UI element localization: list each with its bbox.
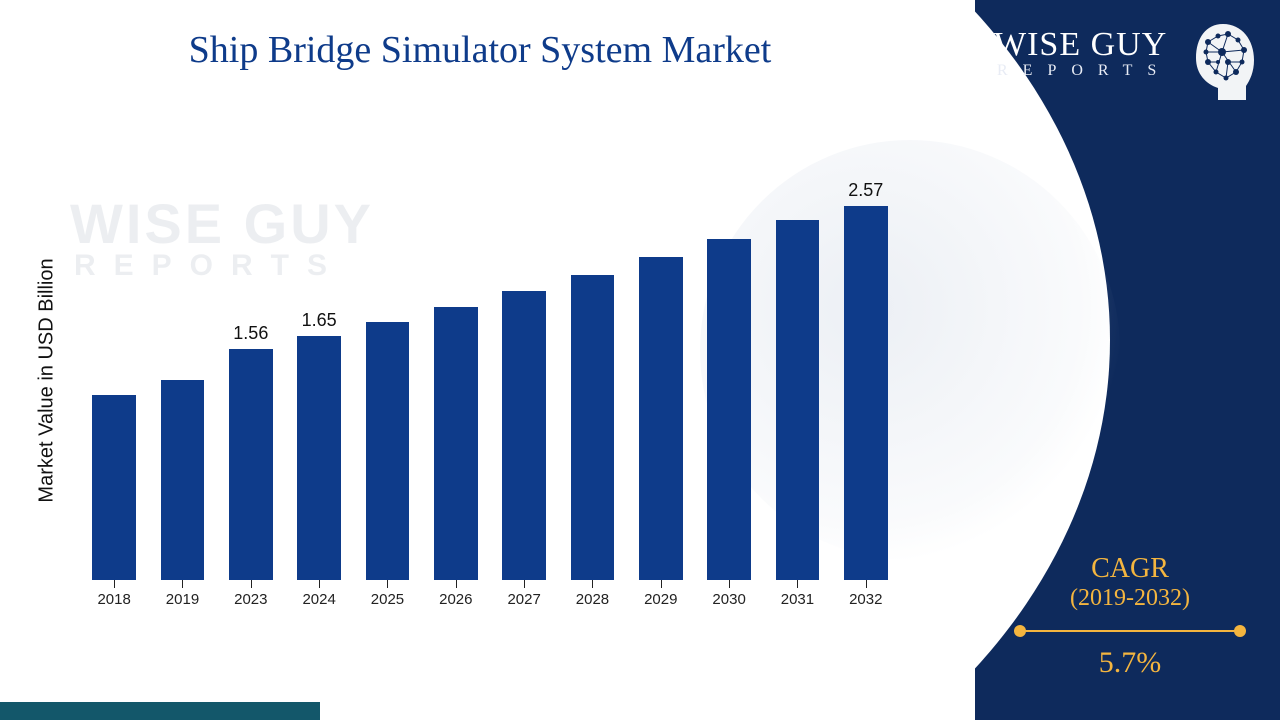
cagr-label: CAGR xyxy=(980,553,1280,585)
bar-rect xyxy=(434,307,478,580)
x-tick-mark xyxy=(729,580,730,588)
x-tick-mark xyxy=(182,580,183,588)
y-axis-label-container: Market Value in USD Billion xyxy=(32,180,62,580)
bar-slot: 2028 xyxy=(558,180,626,580)
bar-slot: 2030 xyxy=(695,180,763,580)
chart-title: Ship Bridge Simulator System Market xyxy=(0,28,960,72)
x-tick-mark xyxy=(387,580,388,588)
bar-rect xyxy=(297,336,341,580)
bar-slot: 2019 xyxy=(148,180,216,580)
x-tick-mark xyxy=(114,580,115,588)
bar-slot: 2031 xyxy=(763,180,831,580)
bar-rect xyxy=(229,349,273,580)
bar-slot: 2018 xyxy=(80,180,148,580)
x-tick-label: 2024 xyxy=(285,591,353,608)
logo-head-icon xyxy=(1188,22,1258,102)
cagr-value: 5.7% xyxy=(980,646,1280,680)
x-tick-label: 2032 xyxy=(832,591,900,608)
cagr-block: CAGR (2019-2032) 5.7% xyxy=(980,553,1280,680)
x-tick-label: 2028 xyxy=(558,591,626,608)
bar-rect xyxy=(844,206,888,580)
x-tick-label: 2018 xyxy=(80,591,148,608)
x-tick-mark xyxy=(797,580,798,588)
x-tick-mark xyxy=(524,580,525,588)
bar-rect xyxy=(639,257,683,580)
bar-slot: 2029 xyxy=(627,180,695,580)
cagr-period: (2019-2032) xyxy=(980,585,1280,612)
x-tick-label: 2031 xyxy=(763,591,831,608)
bar-rect xyxy=(502,291,546,580)
x-tick-mark xyxy=(661,580,662,588)
bar-rect xyxy=(161,380,205,580)
bar-rect xyxy=(366,322,410,580)
chart-plot-area: 201820191.5620231.6520242025202620272028… xyxy=(80,180,900,580)
bar-rect xyxy=(707,239,751,580)
bar-slot: 2.572032 xyxy=(832,180,900,580)
bars-container: 201820191.5620231.6520242025202620272028… xyxy=(80,180,900,580)
bar-value-label: 1.65 xyxy=(302,310,337,332)
bar-slot: 1.652024 xyxy=(285,180,353,580)
bar-rect xyxy=(571,275,615,580)
bar-slot: 2025 xyxy=(353,180,421,580)
page-root: WISE GUY REPORTS Ship Bridge Simulator S… xyxy=(0,0,1280,720)
cagr-divider xyxy=(1020,630,1240,632)
bar-value-label: 1.56 xyxy=(233,323,268,345)
x-tick-label: 2019 xyxy=(148,591,216,608)
bar-rect xyxy=(776,220,820,580)
bar-slot: 2026 xyxy=(422,180,490,580)
x-tick-label: 2027 xyxy=(490,591,558,608)
bar-slot: 2027 xyxy=(490,180,558,580)
x-tick-label: 2025 xyxy=(353,591,421,608)
x-tick-label: 2030 xyxy=(695,591,763,608)
x-tick-mark xyxy=(456,580,457,588)
x-tick-mark xyxy=(319,580,320,588)
x-tick-mark xyxy=(251,580,252,588)
x-tick-label: 2023 xyxy=(217,591,285,608)
x-tick-mark xyxy=(592,580,593,588)
x-tick-label: 2026 xyxy=(422,591,490,608)
brand-logo: WISE GUY REPORTS xyxy=(994,26,1254,80)
accent-strip xyxy=(0,702,320,720)
x-tick-mark xyxy=(866,580,867,588)
y-axis-label: Market Value in USD Billion xyxy=(36,258,59,502)
bar-slot: 1.562023 xyxy=(217,180,285,580)
x-tick-label: 2029 xyxy=(627,591,695,608)
bar-value-label: 2.57 xyxy=(848,180,883,202)
bar-rect xyxy=(92,395,136,580)
